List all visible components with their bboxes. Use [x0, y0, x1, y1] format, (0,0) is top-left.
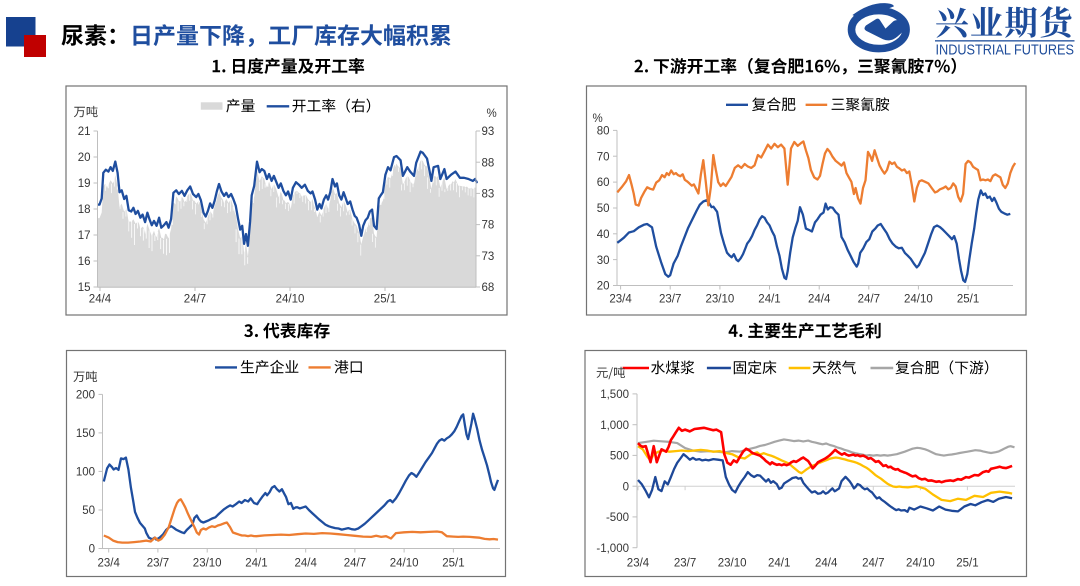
svg-text:83: 83: [482, 189, 495, 201]
svg-text:200: 200: [76, 390, 95, 402]
svg-text:INDUSTRIAL FUTURES: INDUSTRIAL FUTURES: [936, 42, 1075, 58]
svg-text:20: 20: [597, 281, 610, 293]
svg-text:20: 20: [78, 152, 91, 164]
svg-text:70: 70: [597, 151, 610, 163]
svg-text:23/10: 23/10: [706, 294, 735, 306]
svg-text:24/1: 24/1: [768, 558, 790, 570]
svg-text:17: 17: [78, 230, 91, 242]
svg-text:24/7: 24/7: [184, 294, 206, 306]
svg-text:78: 78: [482, 220, 495, 232]
svg-text:24/7: 24/7: [344, 558, 366, 570]
svg-text:30: 30: [597, 255, 610, 267]
svg-text:%: %: [487, 108, 497, 120]
svg-text:50: 50: [82, 505, 95, 517]
svg-text:15: 15: [78, 282, 91, 294]
svg-text:68: 68: [482, 282, 495, 294]
svg-text:21: 21: [78, 126, 91, 138]
svg-text:25/1: 25/1: [374, 294, 396, 306]
svg-text:18: 18: [78, 204, 91, 216]
svg-text:23/4: 23/4: [627, 558, 650, 570]
svg-text:23/4: 23/4: [98, 558, 121, 570]
svg-text:23/7: 23/7: [659, 294, 681, 306]
svg-text:-1,000: -1,000: [596, 543, 629, 555]
svg-text:23/10: 23/10: [193, 558, 222, 570]
svg-text:24/10: 24/10: [390, 558, 419, 570]
svg-text:1,000: 1,000: [600, 420, 629, 432]
svg-text:24/10: 24/10: [904, 294, 933, 306]
svg-text:150: 150: [76, 428, 95, 440]
svg-text:25/1: 25/1: [442, 558, 464, 570]
svg-text:24/7: 24/7: [862, 558, 884, 570]
svg-text:25/1: 25/1: [956, 558, 978, 570]
svg-text:40: 40: [597, 229, 610, 241]
svg-text:60: 60: [597, 177, 610, 189]
svg-text:80: 80: [597, 126, 610, 138]
svg-text:24/10: 24/10: [276, 294, 305, 306]
svg-text:24/10: 24/10: [906, 558, 935, 570]
svg-text:25/1: 25/1: [957, 294, 979, 306]
svg-text:50: 50: [597, 203, 610, 215]
svg-text:73: 73: [482, 251, 495, 263]
svg-text:500: 500: [610, 451, 629, 463]
svg-text:23/7: 23/7: [674, 558, 696, 570]
svg-text:93: 93: [482, 126, 495, 138]
svg-text:24/4: 24/4: [295, 558, 318, 570]
svg-text:88: 88: [482, 157, 495, 169]
svg-text:0: 0: [623, 481, 629, 493]
svg-text:19: 19: [78, 178, 91, 190]
svg-text:24/7: 24/7: [858, 294, 880, 306]
svg-text:16: 16: [78, 256, 91, 268]
svg-text:100: 100: [76, 467, 95, 479]
svg-text:24/4: 24/4: [815, 558, 838, 570]
svg-text:23/4: 23/4: [609, 294, 632, 306]
svg-text:24/1: 24/1: [245, 558, 267, 570]
svg-text:%: %: [593, 113, 603, 125]
svg-text:24/1: 24/1: [758, 294, 780, 306]
svg-text:1,500: 1,500: [600, 389, 629, 401]
svg-text:-500: -500: [606, 512, 629, 524]
svg-text:0: 0: [89, 544, 95, 556]
svg-text:24/4: 24/4: [89, 294, 112, 306]
svg-text:23/10: 23/10: [718, 558, 747, 570]
svg-text:23/7: 23/7: [147, 558, 169, 570]
svg-text:24/4: 24/4: [808, 294, 831, 306]
